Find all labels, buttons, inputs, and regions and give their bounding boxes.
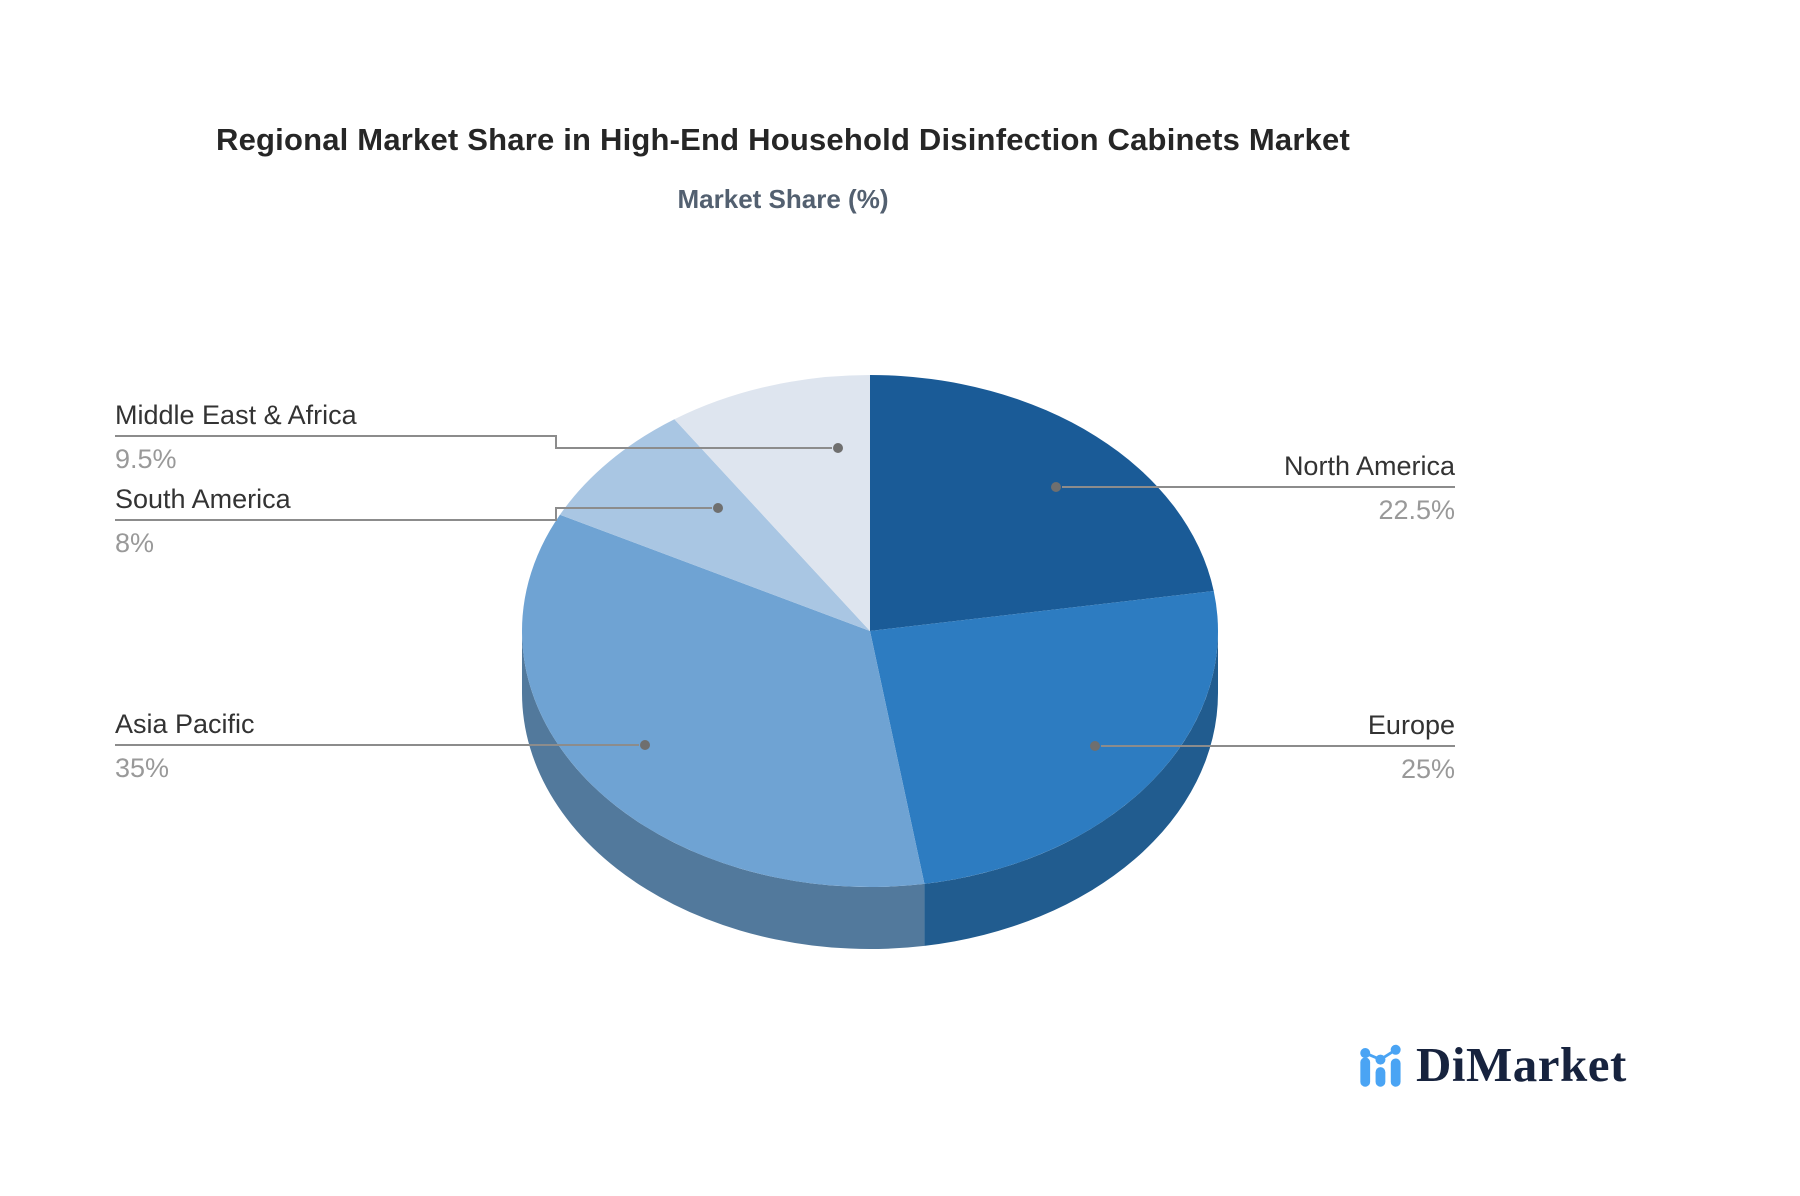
- label-south-america: South America: [115, 484, 291, 514]
- chart-subtitle: Market Share (%): [677, 184, 889, 214]
- pie-slice-asia-pacific[interactable]: [522, 514, 925, 887]
- leader-line-middle-east-africa: [115, 435, 832, 449]
- label-europe: Europe: [1367, 710, 1455, 740]
- chart-title: Regional Market Share in High-End Househ…: [215, 122, 1350, 157]
- value-north-america: 22.5%: [1378, 495, 1455, 525]
- leader-line-south-america: [115, 507, 712, 521]
- dimarket-logo: DiMarket: [1356, 1036, 1627, 1093]
- leader-dot-north-america: [1051, 482, 1061, 492]
- value-asia-pacific: 35%: [115, 753, 170, 783]
- pie-slice-side-asia-pacific: [522, 631, 925, 950]
- bar-line-chart-icon: [1360, 1044, 1401, 1087]
- value-middle-east-africa: 9.5%: [115, 444, 177, 474]
- pie-slice-side-europe: [924, 631, 1218, 946]
- pie-slice-middle-east-africa[interactable]: [674, 375, 870, 631]
- value-south-america: 8%: [115, 528, 155, 558]
- pie-slice-europe[interactable]: [870, 590, 1219, 884]
- value-europe: 25%: [1400, 754, 1455, 784]
- leader-dot-south-america: [713, 503, 723, 513]
- label-middle-east-africa: Middle East & Africa: [115, 400, 357, 430]
- leader-dot-asia-pacific: [640, 740, 650, 750]
- pie-slice-south-america[interactable]: [559, 419, 870, 631]
- label-asia-pacific: Asia Pacific: [115, 709, 255, 739]
- leader-dot-europe: [1090, 741, 1100, 751]
- label-north-america: North America: [1283, 451, 1455, 481]
- leader-dot-middle-east-africa: [833, 443, 843, 453]
- pie-slice-north-america[interactable]: [870, 375, 1214, 631]
- logo-text: DiMarket: [1416, 1037, 1627, 1092]
